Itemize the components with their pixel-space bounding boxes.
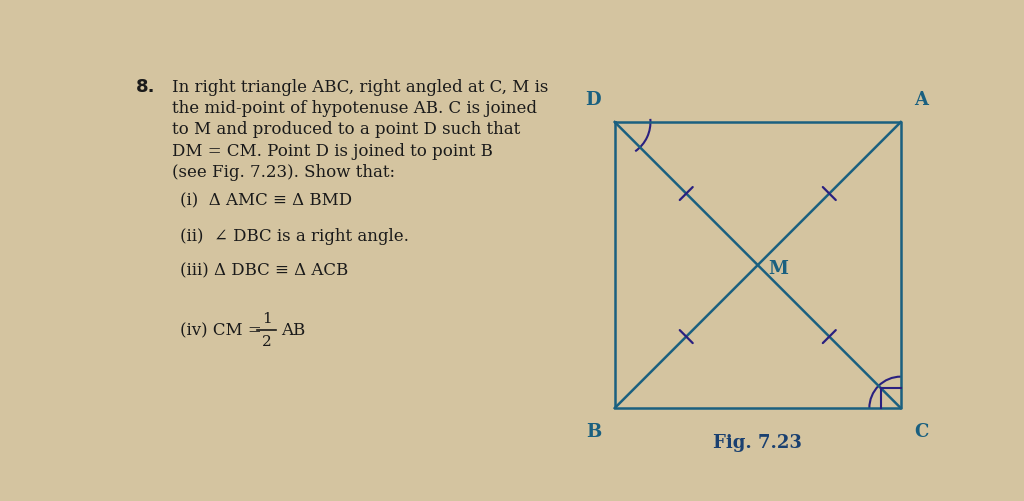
Text: DM = CM. Point D is joined to point B: DM = CM. Point D is joined to point B xyxy=(172,142,493,159)
Text: the mid-point of hypotenuse AB. C is joined: the mid-point of hypotenuse AB. C is joi… xyxy=(172,100,537,117)
Text: to M and produced to a point D such that: to M and produced to a point D such that xyxy=(172,121,520,138)
Text: Fig. 7.23: Fig. 7.23 xyxy=(714,433,802,451)
Text: (see Fig. 7.23). Show that:: (see Fig. 7.23). Show that: xyxy=(172,163,395,180)
Text: 2: 2 xyxy=(262,335,271,349)
Text: 8.: 8. xyxy=(136,78,156,96)
Text: M: M xyxy=(768,260,788,278)
Text: AB: AB xyxy=(282,322,305,339)
Text: D: D xyxy=(586,91,601,109)
Text: In right triangle ABC, right angled at C, M is: In right triangle ABC, right angled at C… xyxy=(172,79,548,96)
Text: (iii) Δ DBC ≡ Δ ACB: (iii) Δ DBC ≡ Δ ACB xyxy=(179,262,348,279)
Text: (ii)  ∠ DBC is a right angle.: (ii) ∠ DBC is a right angle. xyxy=(179,227,409,244)
Text: 1: 1 xyxy=(262,312,271,326)
Text: A: A xyxy=(914,91,929,109)
Text: C: C xyxy=(914,422,929,440)
Text: (iv) CM =: (iv) CM = xyxy=(179,322,266,339)
Text: B: B xyxy=(586,422,601,440)
Text: (i)  Δ AMC ≡ Δ BMD: (i) Δ AMC ≡ Δ BMD xyxy=(179,192,351,209)
